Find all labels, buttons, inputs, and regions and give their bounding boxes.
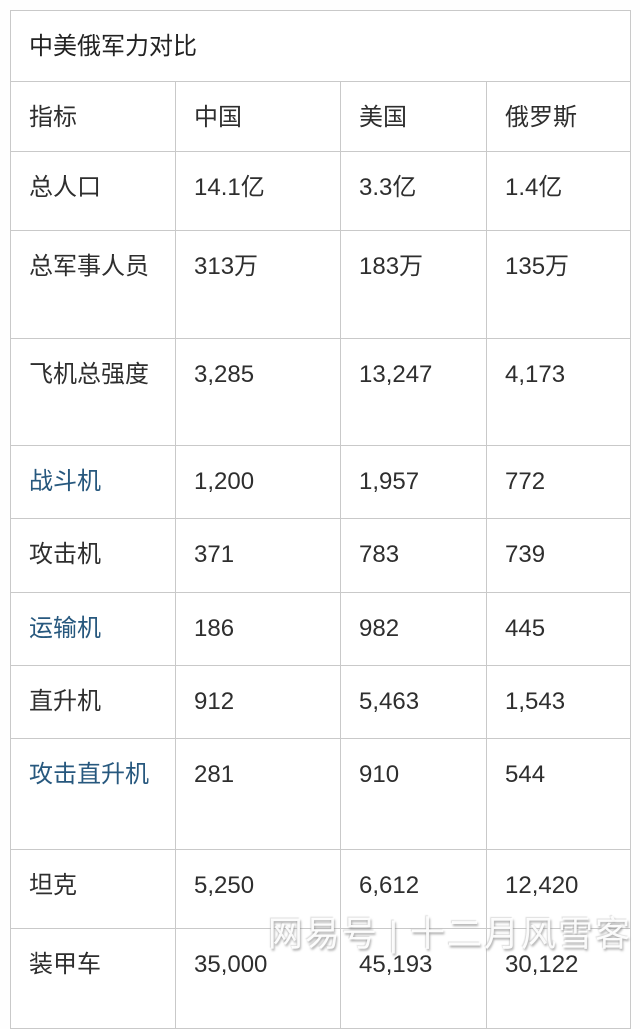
row-label-link-fighter[interactable]: 战斗机 [29,468,101,495]
table-row-tanks: 坦克 5,250 6,612 12,420 [10,849,631,929]
cell-value-usa: 6,612 [340,849,487,929]
table-row-helicopters: 直升机 912 5,463 1,543 [10,665,631,739]
military-comparison-table: 中美俄军力对比 指标 中国 美国 俄罗斯 总人口 14.1亿 3.3亿 1.4亿… [10,10,631,1029]
column-header-indicator: 指标 [10,81,176,152]
cell-value-china: 313万 [175,230,341,339]
cell-value-usa: 910 [340,738,487,850]
row-label: 坦克 [10,849,176,929]
row-label-link-transport[interactable]: 运输机 [29,615,101,642]
row-label: 总军事人员 [10,230,176,339]
table-row-total-aircraft-strength: 飞机总强度 3,285 13,247 4,173 [10,338,631,446]
cell-value-usa: 3.3亿 [340,151,487,231]
table-title-row: 中美俄军力对比 [10,10,631,82]
cell-value-china: 186 [175,592,341,666]
cell-value-usa: 5,463 [340,665,487,739]
table-header-row: 指标 中国 美国 俄罗斯 [10,81,631,152]
table-row-total-population: 总人口 14.1亿 3.3亿 1.4亿 [10,151,631,231]
table-row-total-military-personnel: 总军事人员 313万 183万 135万 [10,230,631,339]
cell-value-usa: 45,193 [340,928,487,1029]
column-header-usa: 美国 [340,81,487,152]
table-row-fighter-aircraft: 战斗机 1,200 1,957 772 [10,445,631,519]
cell-value-china: 1,200 [175,445,341,519]
row-label: 直升机 [10,665,176,739]
cell-value-usa: 982 [340,592,487,666]
table-row-attack-aircraft: 攻击机 371 783 739 [10,518,631,593]
cell-value-russia: 772 [486,445,631,519]
row-label: 攻击机 [10,518,176,593]
cell-value-usa: 183万 [340,230,487,339]
cell-value-usa: 783 [340,518,487,593]
cell-value-usa: 13,247 [340,338,487,446]
table-row-transport-aircraft: 运输机 186 982 445 [10,592,631,666]
cell-value-russia: 4,173 [486,338,631,446]
cell-value-russia: 445 [486,592,631,666]
cell-value-russia: 1,543 [486,665,631,739]
cell-value-china: 35,000 [175,928,341,1029]
cell-value-russia: 739 [486,518,631,593]
cell-value-china: 912 [175,665,341,739]
cell-value-china: 3,285 [175,338,341,446]
row-label: 总人口 [10,151,176,231]
table-title: 中美俄军力对比 [10,10,631,82]
cell-value-usa: 1,957 [340,445,487,519]
column-header-china: 中国 [175,81,341,152]
cell-value-china: 5,250 [175,849,341,929]
table-row-armored-vehicles: 装甲车 35,000 45,193 30,122 [10,928,631,1029]
cell-value-russia: 135万 [486,230,631,339]
cell-value-china: 281 [175,738,341,850]
cell-value-russia: 544 [486,738,631,850]
cell-value-china: 14.1亿 [175,151,341,231]
cell-value-russia: 1.4亿 [486,151,631,231]
row-label-link-attack-helicopter[interactable]: 攻击直升机 [29,761,149,788]
cell-value-russia: 30,122 [486,928,631,1029]
cell-value-china: 371 [175,518,341,593]
row-label: 飞机总强度 [10,338,176,446]
column-header-russia: 俄罗斯 [486,81,631,152]
cell-value-russia: 12,420 [486,849,631,929]
table-row-attack-helicopters: 攻击直升机 281 910 544 [10,738,631,850]
row-label: 装甲车 [10,928,176,1029]
